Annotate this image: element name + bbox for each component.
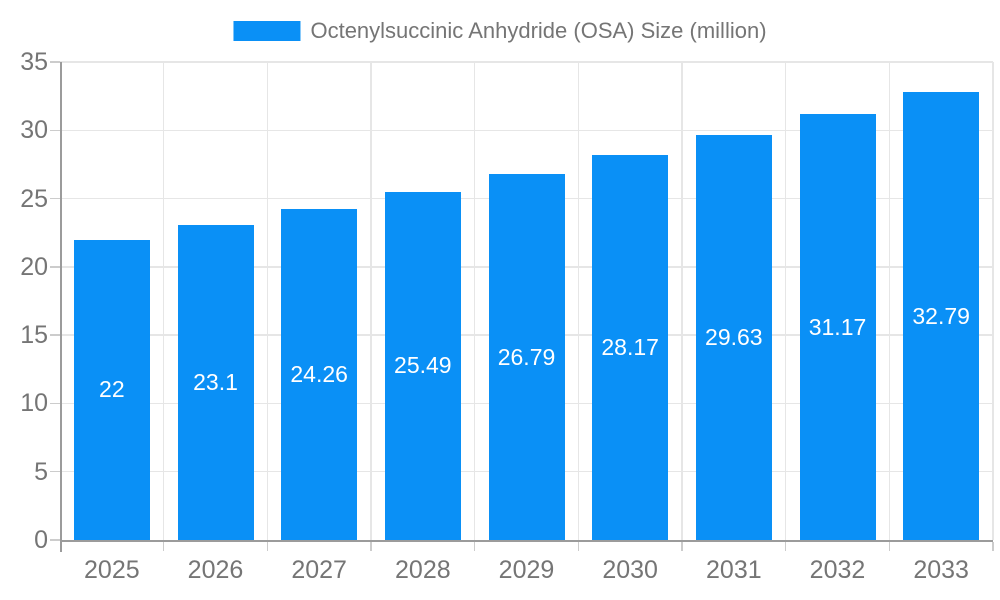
y-axis-tick-label: 30 (20, 116, 48, 145)
y-tick (50, 129, 60, 132)
y-tick (50, 61, 60, 63)
bar-2029[interactable]: 26.79 (488, 174, 565, 540)
bar-value-label: 32.79 (912, 302, 970, 329)
y-axis-tick-label: 10 (20, 389, 48, 418)
x-tick (577, 542, 580, 551)
gridline-vertical (784, 62, 787, 540)
x-tick (784, 542, 787, 551)
y-axis-tick-label: 0 (34, 526, 48, 554)
bar-2031[interactable]: 29.63 (695, 135, 772, 540)
y-axis-tick-label: 5 (34, 457, 48, 486)
x-axis-tick-label: 2027 (291, 556, 347, 584)
y-tick (50, 402, 60, 405)
y-axis-tick-label: 35 (20, 48, 48, 76)
y-tick (50, 470, 60, 473)
y-tick (50, 197, 60, 200)
x-axis-tick-label: 2031 (706, 556, 762, 584)
gridline-vertical (370, 62, 372, 540)
plot-area: 22 23.1 24.26 25.49 26.79 28.17 29.63 31.17 32.7… (50, 61, 994, 552)
legend-color-swatch (233, 21, 301, 41)
bar-value-label: 23.1 (193, 368, 238, 395)
bar-2027[interactable]: 24.26 (281, 208, 358, 540)
bar-2032[interactable]: 31.17 (799, 114, 876, 540)
bar-2030[interactable]: 28.17 (592, 155, 669, 540)
x-axis-line (60, 540, 993, 542)
gridline-horizontal (60, 129, 993, 132)
x-tick (473, 542, 476, 551)
bar-2025[interactable]: 22 (73, 239, 150, 540)
bar-value-label: 26.79 (497, 343, 556, 370)
x-axis-tick-label: 2029 (498, 556, 555, 584)
x-axis-tick-label: 2028 (395, 556, 451, 584)
bar-value-label: 28.17 (601, 334, 659, 361)
x-tick (681, 542, 683, 551)
x-tick (888, 542, 891, 551)
bar-2028[interactable]: 25.49 (384, 191, 461, 540)
gridline-vertical (992, 62, 994, 540)
gridline-horizontal (60, 61, 993, 63)
bar-2033[interactable]: 32.79 (903, 92, 980, 540)
x-tick (992, 542, 994, 551)
bar-value-label: 24.26 (290, 360, 348, 387)
gridline-vertical (162, 62, 165, 540)
bar-value-label: 29.63 (705, 324, 763, 351)
x-axis-tick-label: 2025 (84, 556, 140, 584)
bar-value-label: 31.17 (808, 313, 867, 340)
x-axis-tick-label: 2030 (602, 556, 658, 584)
gridline-vertical (577, 62, 580, 540)
legend-label: Octenylsuccinic Anhydride (OSA) Size (mi… (310, 18, 767, 43)
y-tick (50, 334, 60, 336)
y-axis-tick-label: 25 (20, 184, 48, 213)
gridline-vertical (473, 62, 476, 540)
gridline-vertical (266, 62, 269, 540)
gridline-vertical (681, 62, 683, 540)
y-tick (50, 539, 60, 541)
y-tick (50, 266, 60, 268)
legend-item[interactable]: Octenylsuccinic Anhydride (OSA) Size (mi… (233, 18, 767, 44)
x-tick (266, 542, 269, 551)
x-axis-tick-label: 2032 (809, 556, 866, 584)
x-tick (370, 542, 372, 551)
y-axis-tick-label: 20 (20, 252, 48, 281)
y-axis-line (60, 62, 62, 552)
y-axis-tick-label: 15 (20, 321, 48, 350)
x-tick (162, 542, 165, 551)
bar-2026[interactable]: 23.1 (177, 224, 254, 540)
x-axis-tick-label: 2033 (913, 556, 969, 584)
bar-value-label: 22 (99, 376, 125, 403)
bar-value-label: 25.49 (394, 352, 452, 379)
x-axis-tick-label: 2026 (187, 556, 244, 584)
gridline-vertical (888, 62, 891, 540)
